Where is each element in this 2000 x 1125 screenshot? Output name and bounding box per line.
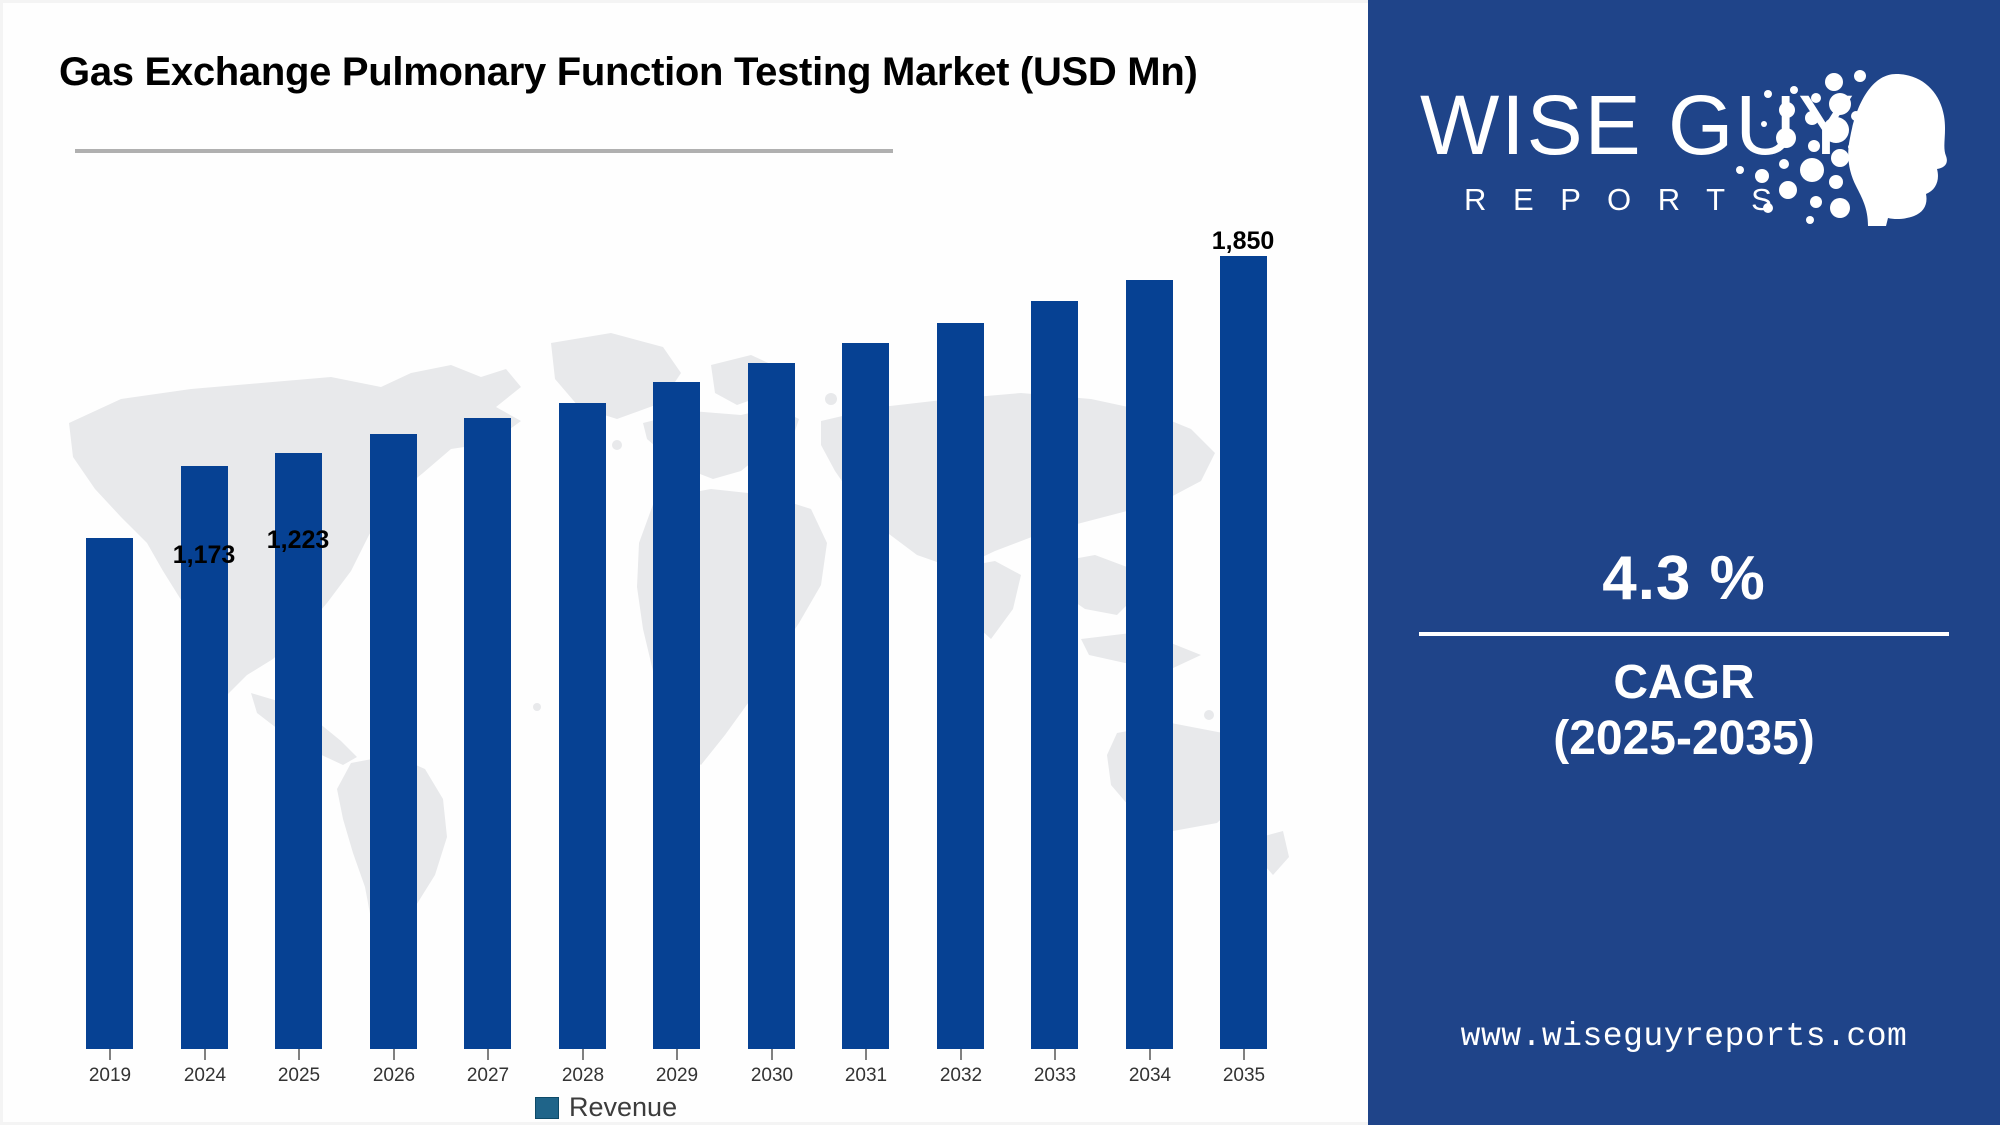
x-axis-label-2030: 2030 [750, 1065, 794, 1086]
bar-2019[interactable] [86, 538, 133, 1049]
x-axis-label-2033: 2033 [1033, 1065, 1077, 1086]
cagr-caption: CAGR (2025-2035) [1368, 655, 2000, 766]
cagr-value: 4.3 % [1602, 544, 1766, 613]
wiseguy-reports-logo[interactable]: WISE GUY R E P O R T S [1416, 58, 1968, 228]
bar-2029[interactable] [653, 382, 700, 1049]
legend-label-revenue: Revenue [569, 1092, 678, 1122]
x-axis-label-2034: 2034 [1128, 1065, 1172, 1086]
tick-2035 [1243, 1049, 1245, 1060]
tick-2028 [582, 1049, 584, 1060]
x-axis-label-2029: 2029 [655, 1065, 699, 1086]
bar-value-label-2024: 1,173 [172, 541, 236, 569]
bar-2033[interactable] [1031, 301, 1078, 1049]
bar-chart-plot-area: 2019 1,173 2024 1,223 2025 2026 2027 202… [3, 3, 1368, 1122]
bar-2032[interactable] [937, 323, 984, 1049]
tick-2024 [204, 1049, 206, 1060]
title-divider [75, 149, 893, 153]
chart-panel: Gas Exchange Pulmonary Function Testing … [0, 0, 1368, 1125]
x-axis-label-2028: 2028 [561, 1065, 605, 1086]
x-axis-label-2027: 2027 [466, 1065, 510, 1086]
bar-2028[interactable] [559, 403, 606, 1049]
bar-value-label-2035: 1,850 [1211, 227, 1275, 255]
bar-2031[interactable] [842, 343, 889, 1049]
svg-text:R E P O R T S: R E P O R T S [1464, 182, 1781, 217]
bar-2027[interactable] [464, 418, 511, 1049]
brand-side-panel: WISE GUY R E P O R T S [1368, 0, 2000, 1125]
bar-2024[interactable] [181, 466, 228, 1049]
x-axis-label-2025: 2025 [277, 1065, 321, 1086]
cagr-caption-line1: CAGR [1613, 656, 1755, 709]
page-title: Gas Exchange Pulmonary Function Testing … [59, 50, 1198, 94]
bar-2026[interactable] [370, 434, 417, 1049]
x-axis-label-2032: 2032 [939, 1065, 983, 1086]
cagr-caption-line2: (2025-2035) [1553, 711, 1815, 765]
x-axis-label-2019: 2019 [88, 1065, 132, 1086]
tick-2025 [298, 1049, 300, 1060]
bar-value-label-2025: 1,223 [266, 526, 330, 554]
x-axis-label-2024: 2024 [183, 1065, 227, 1086]
svg-text:WISE GUY: WISE GUY [1420, 78, 1856, 172]
bar-2025[interactable] [275, 453, 322, 1049]
tick-2030 [771, 1049, 773, 1060]
x-axis-label-2031: 2031 [844, 1065, 888, 1086]
tick-2034 [1149, 1049, 1151, 1060]
cagr-divider [1419, 632, 1949, 636]
bar-2035[interactable] [1220, 256, 1267, 1049]
tick-2032 [960, 1049, 962, 1060]
tick-2027 [487, 1049, 489, 1060]
site-url[interactable]: www.wiseguyreports.com [1460, 1018, 1908, 1055]
tick-2029 [676, 1049, 678, 1060]
tick-2033 [1054, 1049, 1056, 1060]
tick-2019 [109, 1049, 111, 1060]
x-axis-label-2035: 2035 [1222, 1065, 1266, 1086]
tick-2031 [865, 1049, 867, 1060]
tick-2026 [393, 1049, 395, 1060]
legend-swatch-revenue-icon [535, 1096, 559, 1119]
chart-legend[interactable]: Revenue [535, 1092, 678, 1122]
x-axis-label-2026: 2026 [372, 1065, 416, 1086]
bar-2034[interactable] [1126, 280, 1173, 1049]
bar-2030[interactable] [748, 363, 795, 1049]
